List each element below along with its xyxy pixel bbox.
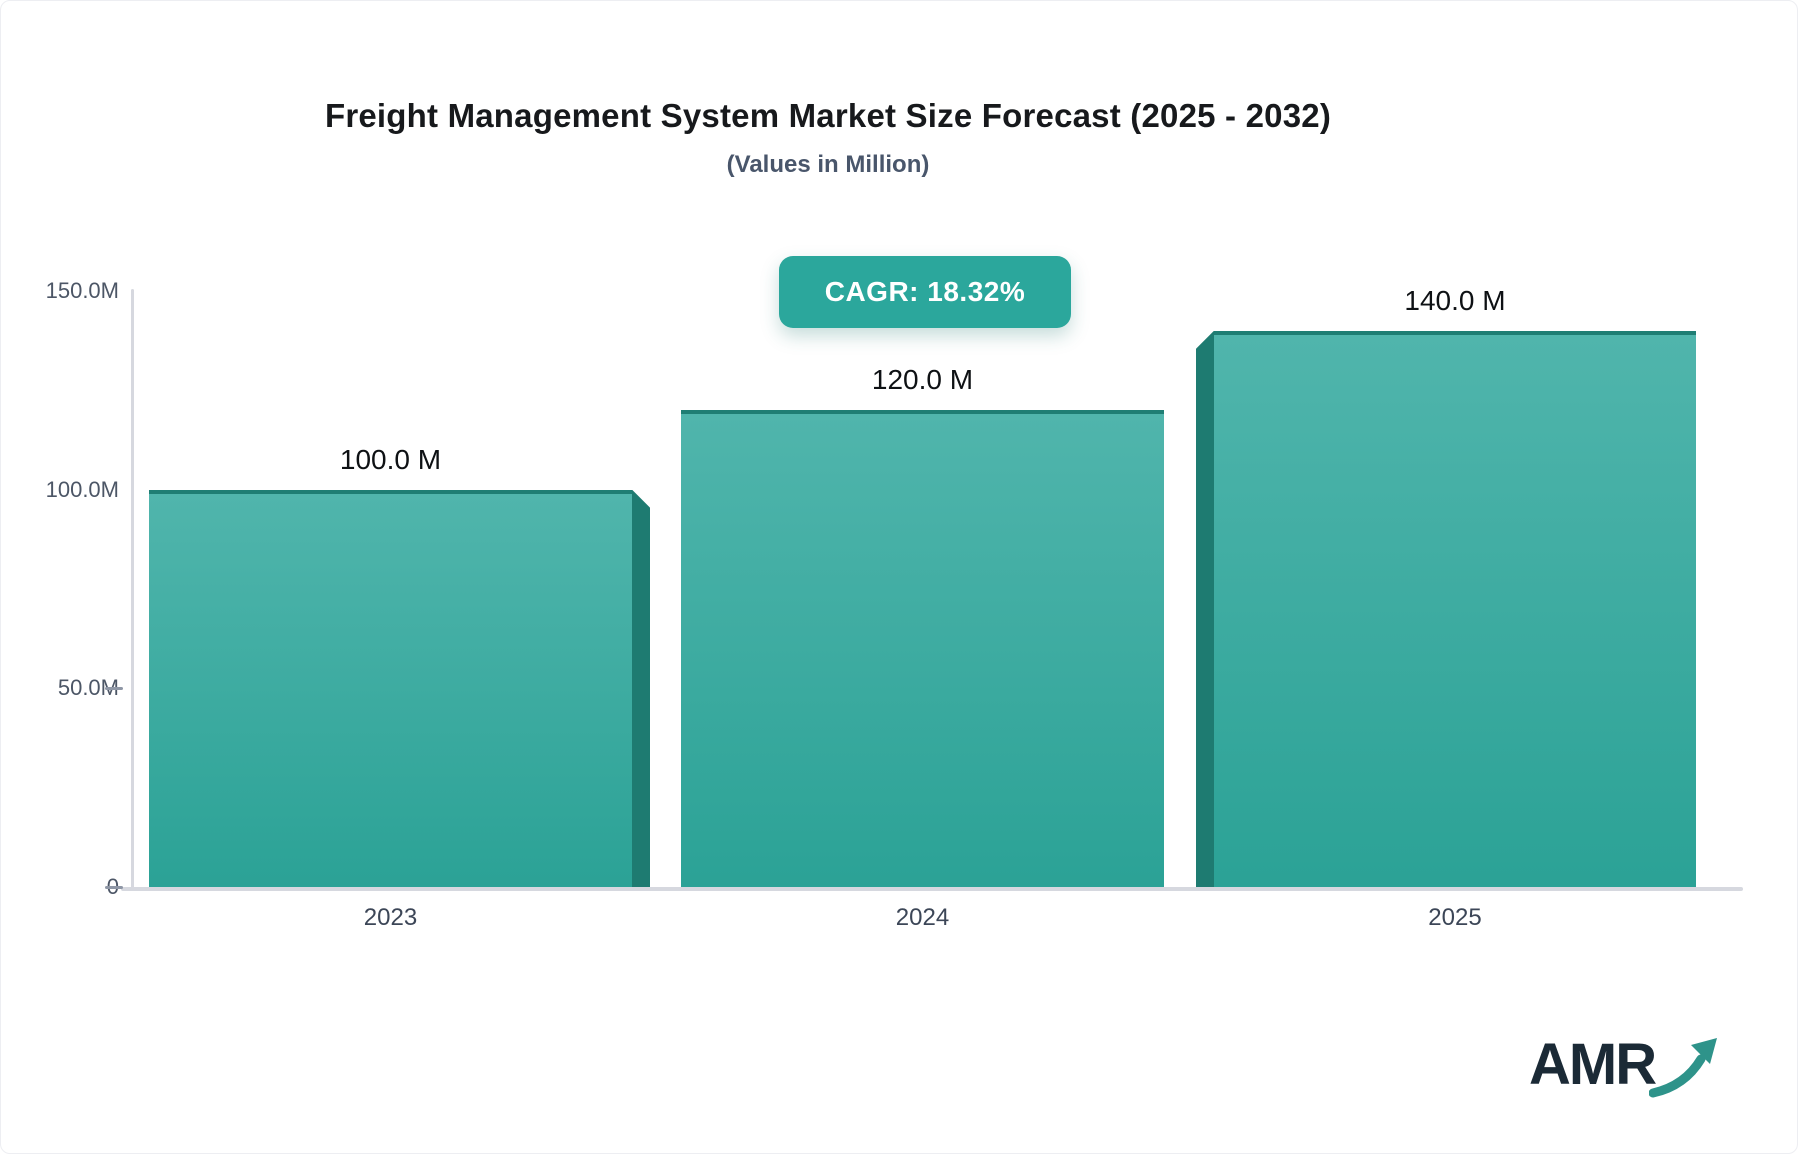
amr-logo-text: AMR — [1529, 1032, 1657, 1097]
bar-3d-edge — [1196, 330, 1214, 887]
bar-2023 — [149, 489, 632, 887]
cagr-badge-label: CAGR: 18.32% — [824, 276, 1026, 307]
x-axis-category-label: 2025 — [1428, 904, 1482, 931]
chart-title: Freight Management System Market Size Fo… — [324, 97, 1332, 134]
bar-2025 — [1214, 330, 1696, 887]
y-axis-tick-mark — [105, 687, 123, 691]
x-axis-category-label: 2023 — [363, 904, 418, 931]
cagr-badge: CAGR: 18.32% — [779, 256, 1071, 328]
x-axis-line — [121, 887, 1743, 891]
bar-value-label: 100.0 M — [339, 443, 442, 475]
amr-logo: AMR — [1529, 1033, 1719, 1099]
bar-3d-edge — [632, 489, 650, 887]
y-axis-tick-mark — [105, 886, 123, 889]
y-axis-tick-label: 0 — [1, 874, 119, 900]
bar-value-label: 140.0 M — [1404, 284, 1506, 316]
y-axis-tick-label: 150.0M — [45, 278, 119, 303]
chart-subtitle: (Values in Million) — [726, 151, 930, 178]
y-axis-line — [131, 289, 134, 890]
bar-value-label: 120.0 M — [871, 364, 974, 396]
x-axis-category-label: 2024 — [895, 904, 950, 931]
y-axis-tick-label: 100.0M — [45, 476, 119, 502]
y-axis-tick-label: 50.0M — [57, 675, 119, 701]
chart-header: Freight Management System Market Size Fo… — [1, 97, 1655, 179]
bar-2024 — [681, 410, 1164, 887]
growth-arrow-icon — [1649, 1038, 1718, 1098]
